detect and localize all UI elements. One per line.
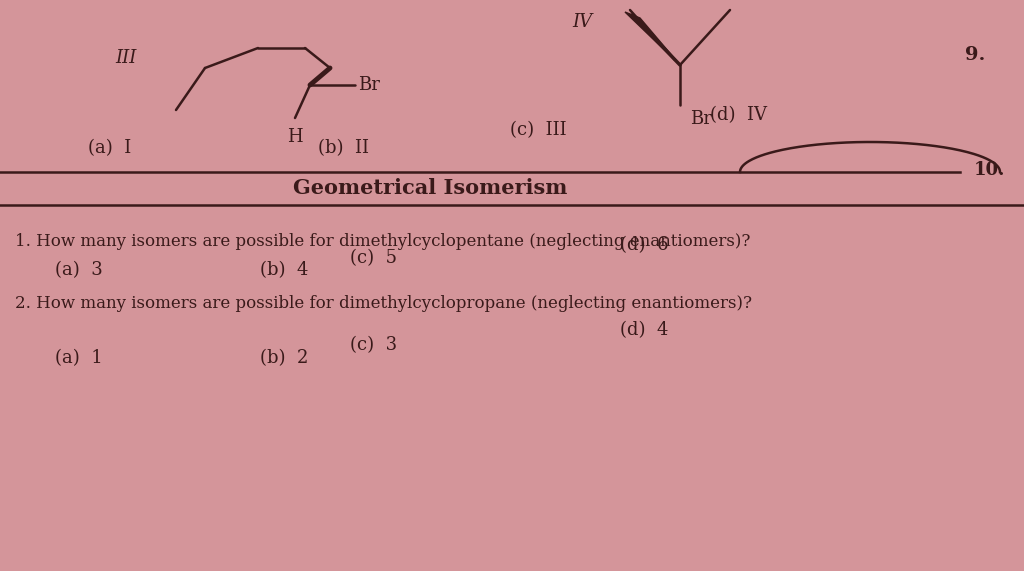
Text: (b)  II: (b) II [318, 139, 369, 157]
Text: Br: Br [690, 110, 712, 128]
Text: (b)  4: (b) 4 [260, 261, 308, 279]
Text: Geometrical Isomerism: Geometrical Isomerism [293, 178, 567, 198]
Text: Br: Br [358, 76, 380, 94]
Text: (d)  IV: (d) IV [710, 106, 767, 124]
Text: (c)  3: (c) 3 [350, 336, 397, 354]
Text: 1. How many isomers are possible for dimethylcyclopentane (neglecting enantiomer: 1. How many isomers are possible for dim… [15, 233, 751, 250]
Text: 2. How many isomers are possible for dimethylcyclopropane (neglecting enantiomer: 2. How many isomers are possible for dim… [15, 295, 752, 312]
Text: (d)  4: (d) 4 [620, 321, 669, 339]
Text: (d)  6: (d) 6 [620, 236, 669, 254]
Text: (a)  1: (a) 1 [55, 349, 102, 367]
Polygon shape [625, 12, 680, 65]
Text: H: H [287, 128, 303, 146]
Text: 9.: 9. [965, 46, 985, 64]
Text: (c)  III: (c) III [510, 121, 566, 139]
Text: (b)  2: (b) 2 [260, 349, 308, 367]
Text: (c)  5: (c) 5 [350, 249, 397, 267]
Text: (a)  3: (a) 3 [55, 261, 102, 279]
Text: 10.: 10. [974, 161, 1005, 179]
Text: III: III [115, 49, 136, 67]
Text: IV: IV [572, 13, 592, 31]
Text: (a)  I: (a) I [88, 139, 131, 157]
